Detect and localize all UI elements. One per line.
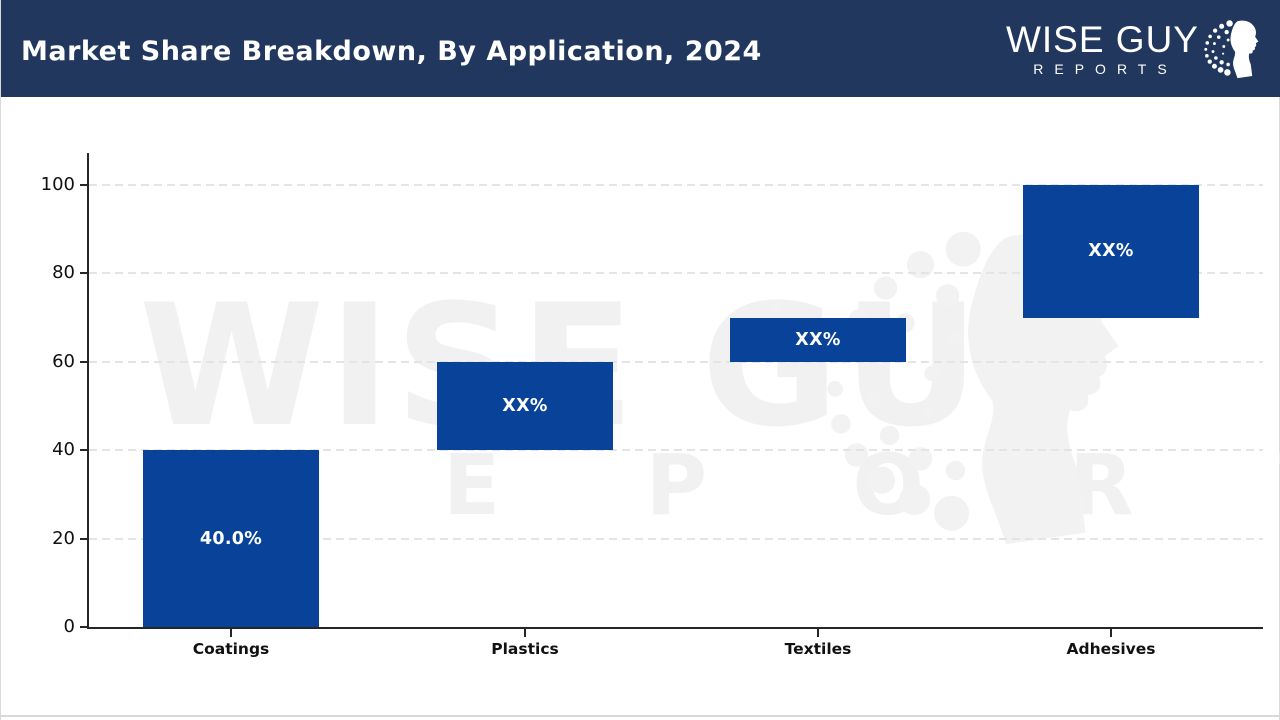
x-axis-category-label: Coatings bbox=[192, 640, 270, 658]
page-bottom-border bbox=[1, 715, 1280, 717]
x-axis-tick bbox=[524, 629, 526, 637]
watermark-text-reports: R E P O R T S bbox=[233, 436, 1280, 534]
x-axis-tick bbox=[1110, 629, 1112, 637]
bar-adhesives: XX% bbox=[1023, 185, 1199, 318]
header-bar: Market Share Breakdown, By Application, … bbox=[1, 0, 1280, 97]
gridline-100 bbox=[89, 184, 1263, 186]
y-axis-tick-label: 100 bbox=[40, 174, 75, 195]
gridline-80 bbox=[89, 272, 1263, 275]
chart-title: Market Share Breakdown, By Application, … bbox=[21, 36, 762, 67]
y-axis-spine bbox=[87, 153, 89, 629]
y-axis-tick-label: 80 bbox=[52, 262, 75, 284]
y-axis-tick bbox=[80, 537, 88, 540]
x-axis-category-label: Plastics bbox=[491, 640, 559, 658]
bar-coatings: 40.0% bbox=[143, 450, 319, 627]
y-axis-tick bbox=[80, 626, 88, 628]
x-axis-spine bbox=[87, 627, 1263, 629]
gridline-20 bbox=[89, 537, 1263, 540]
bar-value-label: 40.0% bbox=[199, 528, 263, 549]
y-axis-tick bbox=[80, 360, 88, 363]
bar-value-label: XX% bbox=[795, 329, 841, 350]
gridline-60 bbox=[89, 360, 1263, 363]
logo-subtitle: REPORTS bbox=[1033, 61, 1178, 77]
y-axis-tick-label: 20 bbox=[52, 527, 75, 549]
bar-textiles: XX% bbox=[730, 317, 906, 362]
bar-value-label: XX% bbox=[502, 395, 548, 416]
y-axis-tick-label: 40 bbox=[52, 439, 75, 461]
bar-value-label: XX% bbox=[1088, 241, 1134, 262]
x-axis-tick bbox=[817, 629, 819, 637]
y-axis-tick-label: 0 bbox=[63, 616, 75, 637]
wise-guy-reports-logo: WISE GUY REPORTS bbox=[1006, 6, 1267, 92]
x-axis-category-label: Textiles bbox=[784, 640, 852, 658]
y-axis-tick-label: 60 bbox=[52, 350, 75, 372]
y-axis-tick bbox=[80, 449, 88, 452]
y-axis-tick bbox=[80, 184, 88, 186]
bar-plastics: XX% bbox=[437, 361, 613, 451]
logo-dotted-head-icon bbox=[1204, 20, 1259, 79]
x-axis-tick bbox=[230, 629, 232, 637]
logo-text: WISE GUY REPORTS bbox=[1006, 20, 1199, 78]
y-axis-tick bbox=[80, 272, 88, 275]
gridline-40 bbox=[89, 449, 1263, 452]
x-axis-category-label: Adhesives bbox=[1066, 640, 1156, 658]
logo-wordmark: WISE GUY bbox=[1005, 19, 1199, 60]
